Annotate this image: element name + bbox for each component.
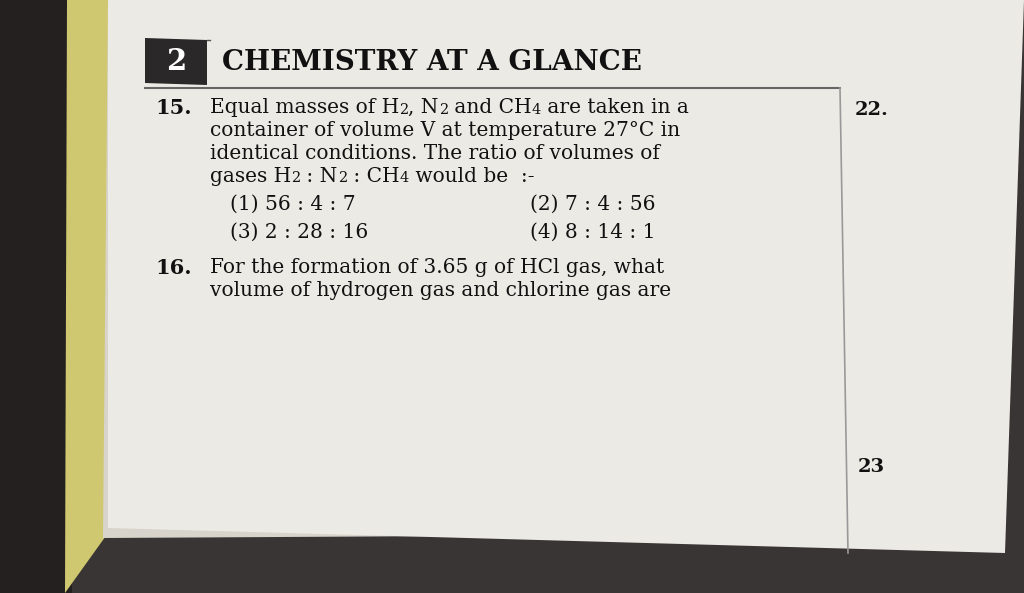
Text: 15.: 15. bbox=[155, 98, 191, 118]
Polygon shape bbox=[65, 0, 110, 593]
Text: , N: , N bbox=[409, 98, 438, 117]
Polygon shape bbox=[145, 38, 207, 85]
Text: 2: 2 bbox=[166, 47, 186, 76]
Text: 2: 2 bbox=[399, 103, 409, 116]
Text: identical conditions. The ratio of volumes of: identical conditions. The ratio of volum… bbox=[210, 144, 659, 163]
Text: (4) 8 : 14 : 1: (4) 8 : 14 : 1 bbox=[530, 223, 655, 242]
Text: : CH: : CH bbox=[347, 167, 399, 186]
Text: 22.: 22. bbox=[855, 101, 889, 119]
Polygon shape bbox=[0, 0, 72, 593]
Text: gases H: gases H bbox=[210, 167, 291, 186]
Text: 2: 2 bbox=[438, 103, 447, 116]
Text: container of volume V at temperature 27°C in: container of volume V at temperature 27°… bbox=[210, 121, 680, 140]
Polygon shape bbox=[103, 0, 1010, 538]
Text: are taken in a: are taken in a bbox=[541, 98, 688, 117]
Text: 4: 4 bbox=[399, 171, 409, 186]
Text: volume of hydrogen gas and chlorine gas are: volume of hydrogen gas and chlorine gas … bbox=[210, 281, 671, 300]
Text: : N: : N bbox=[300, 167, 338, 186]
Text: For the formation of 3.65 g of HCl gas, what: For the formation of 3.65 g of HCl gas, … bbox=[210, 258, 665, 277]
Text: (3) 2 : 28 : 16: (3) 2 : 28 : 16 bbox=[230, 223, 369, 242]
Text: 2: 2 bbox=[338, 171, 347, 186]
Text: would be  :-: would be :- bbox=[409, 167, 535, 186]
Text: CHEMISTRY AT A GLANCE: CHEMISTRY AT A GLANCE bbox=[222, 49, 642, 75]
Text: (1) 56 : 4 : 7: (1) 56 : 4 : 7 bbox=[230, 195, 355, 214]
Text: 2: 2 bbox=[291, 171, 300, 186]
Text: Equal masses of H: Equal masses of H bbox=[210, 98, 399, 117]
Text: 4: 4 bbox=[531, 103, 541, 116]
Text: and CH: and CH bbox=[447, 98, 531, 117]
Text: (2) 7 : 4 : 56: (2) 7 : 4 : 56 bbox=[530, 195, 655, 214]
Text: 16.: 16. bbox=[155, 258, 191, 278]
Polygon shape bbox=[108, 0, 1024, 553]
Text: 23: 23 bbox=[858, 458, 885, 476]
